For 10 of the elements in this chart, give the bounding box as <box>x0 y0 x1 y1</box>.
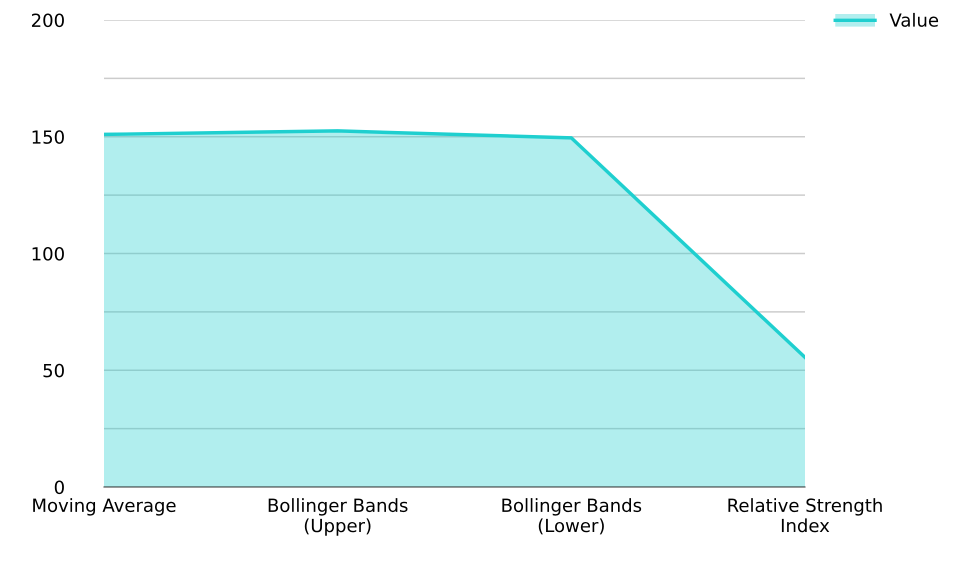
x-tick-label: Bollinger Bands (Lower) <box>502 498 642 534</box>
y-tick-label: 200 <box>32 13 64 28</box>
y-tick-label: 0 <box>54 480 64 494</box>
x-tick-label: Bollinger Bands (Upper) <box>268 498 408 536</box>
legend-label: Value <box>890 12 938 27</box>
x-tick-label: Moving Average <box>33 498 176 516</box>
y-tick-label: 50 <box>44 364 64 378</box>
y-tick-label: 150 <box>32 130 64 144</box>
x-tick-label: Relative Strength Index <box>728 498 882 532</box>
y-tick-label: 100 <box>32 246 64 261</box>
